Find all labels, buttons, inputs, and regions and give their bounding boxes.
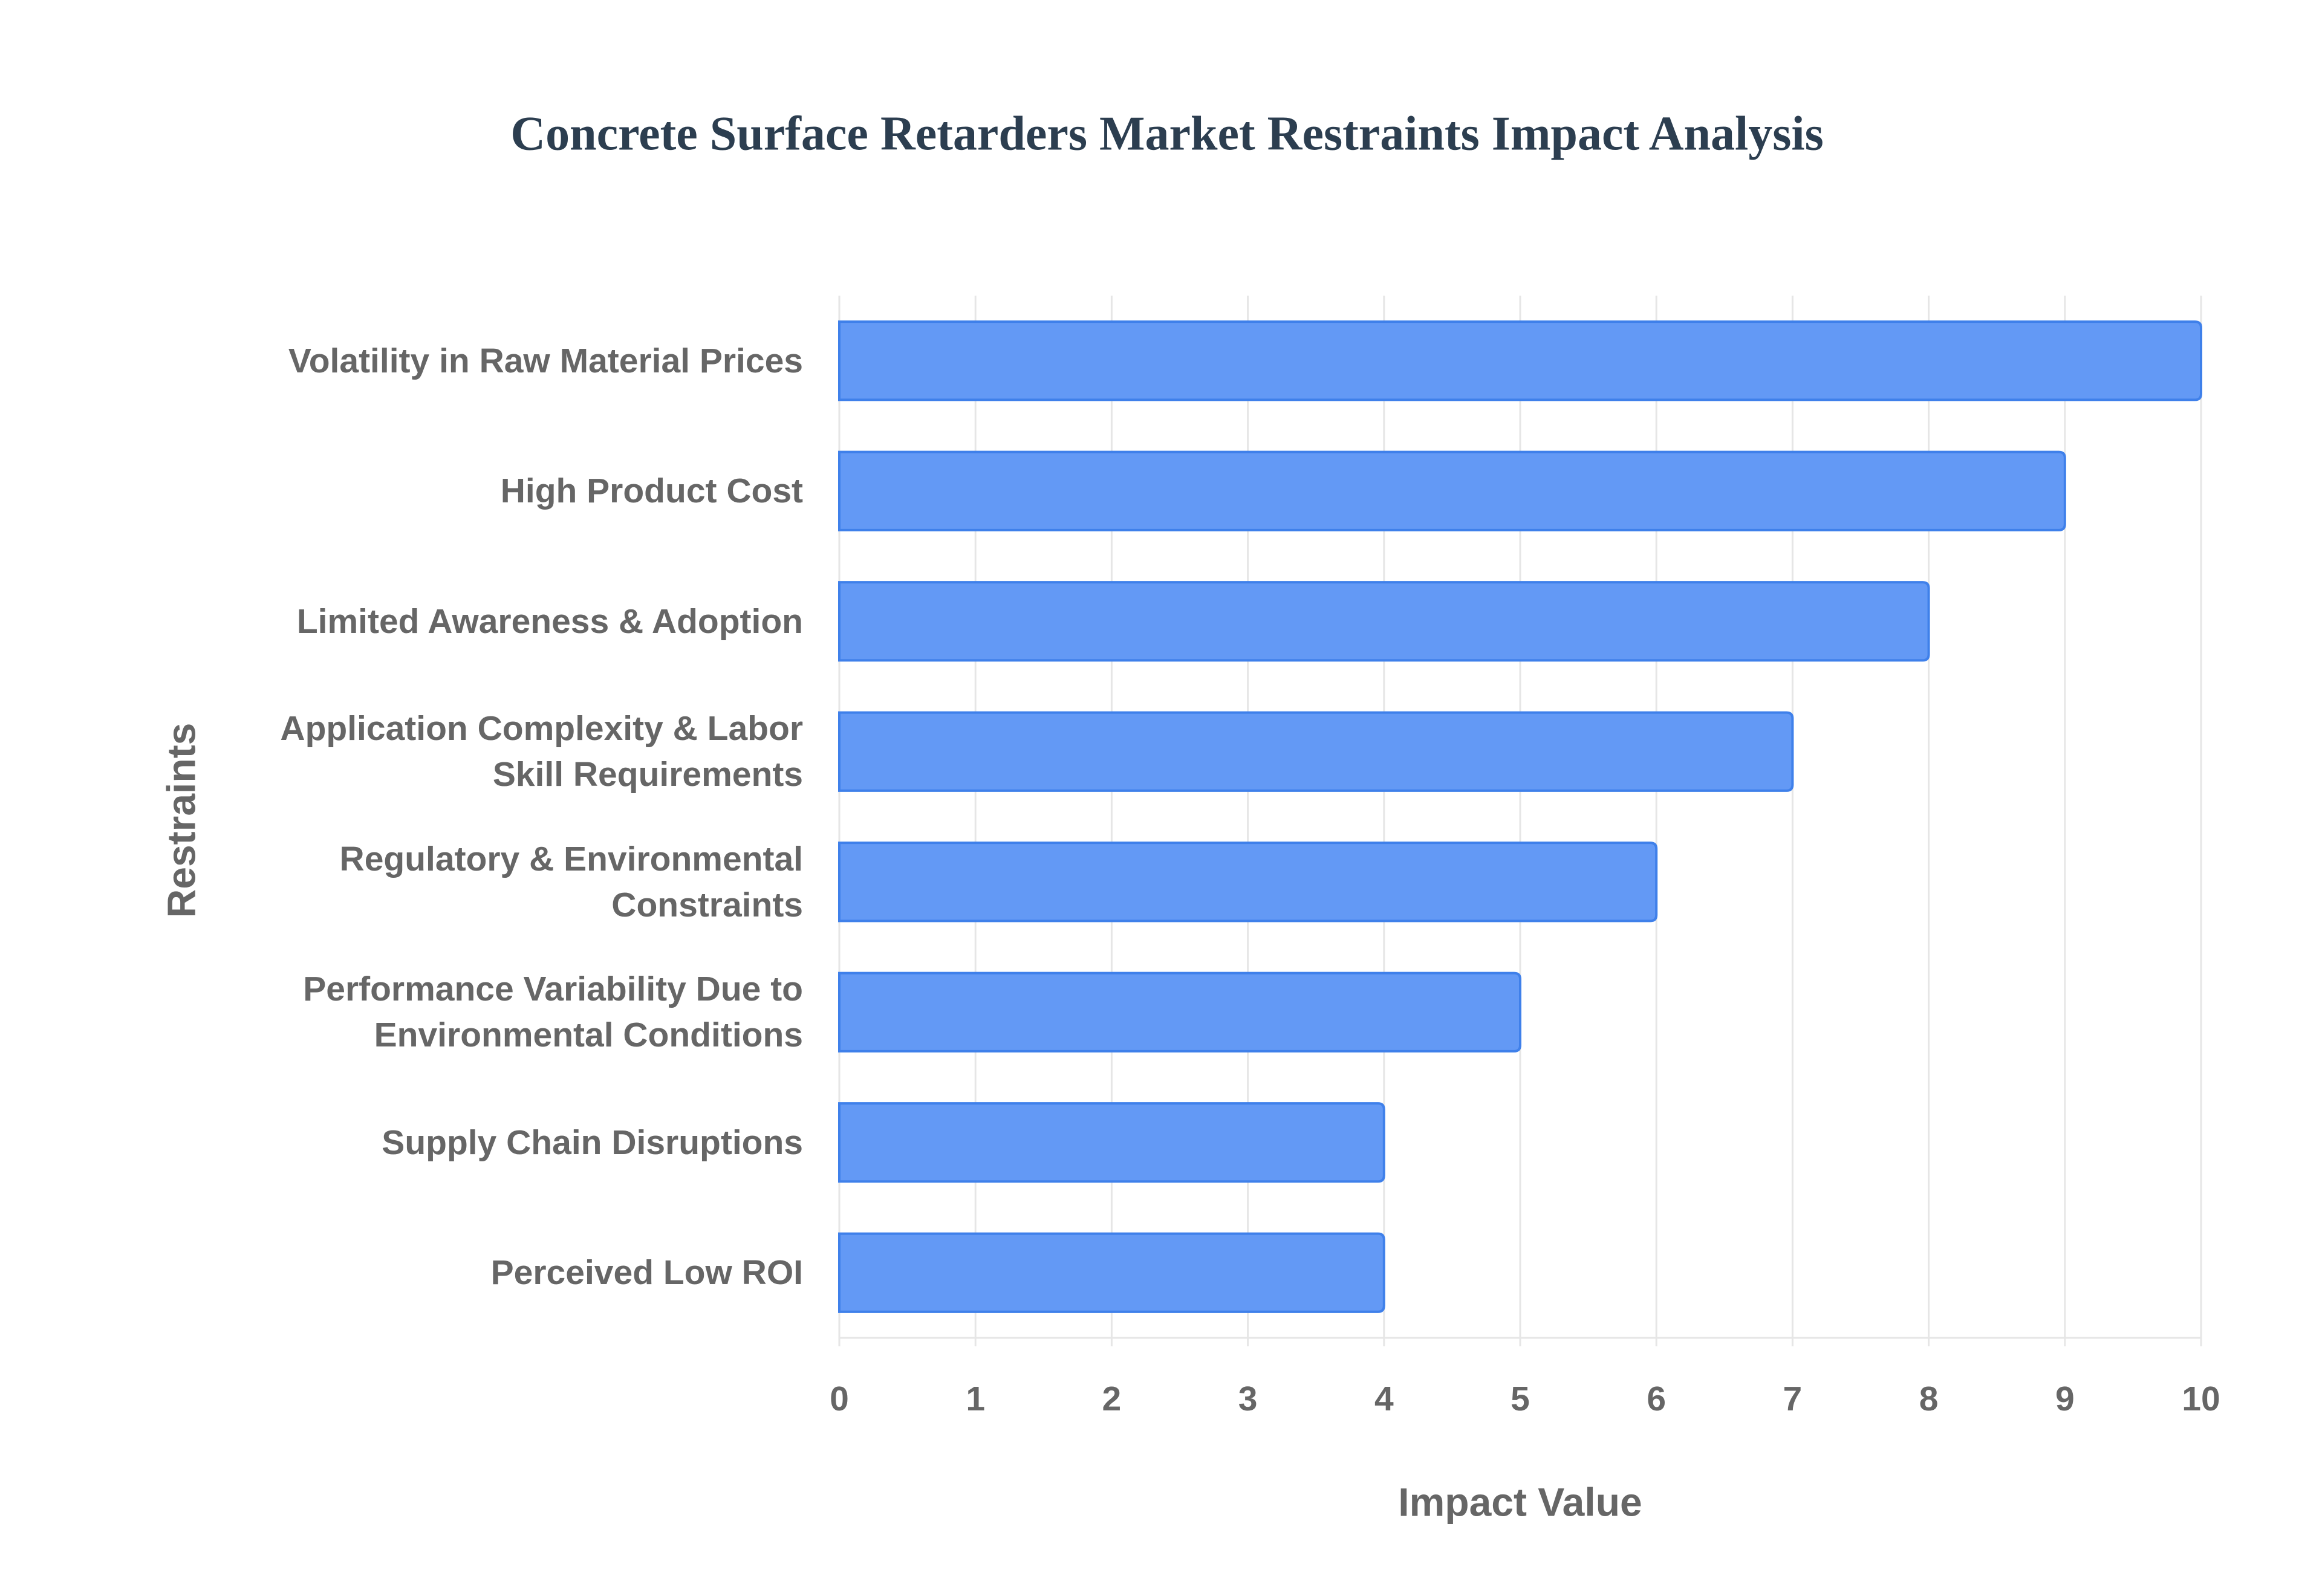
bar [838, 711, 1794, 792]
bar [838, 972, 1521, 1053]
y-tick-label: High Product Cost [500, 472, 803, 511]
x-tick-label: 7 [1783, 1380, 1803, 1418]
x-tick-label: 5 [1511, 1380, 1530, 1418]
x-tick-label: 2 [1102, 1380, 1122, 1418]
y-tick-label: Regulatory & Environmental Constraints [339, 839, 803, 924]
y-axis-title: Restraints [158, 723, 203, 918]
bar [838, 450, 2066, 531]
bar [838, 1102, 1385, 1183]
y-tick-label: Perceived Low ROI [490, 1253, 803, 1293]
bar [838, 581, 1930, 662]
x-axis-title: Impact Value [1398, 1479, 1642, 1524]
x-tick-label: 0 [830, 1380, 849, 1418]
bar [838, 320, 2202, 401]
bar [838, 1232, 1385, 1313]
y-tick-label: Volatility in Raw Material Prices [288, 341, 803, 380]
y-tick-label: Limited Awareness & Adoption [296, 602, 803, 641]
x-tick-label: 3 [1238, 1380, 1258, 1418]
x-tick-label: 6 [1647, 1380, 1666, 1418]
x-tick-label: 10 [2182, 1380, 2220, 1418]
x-tick-label: 8 [1919, 1380, 1939, 1418]
x-tick-label: 9 [2055, 1380, 2075, 1418]
chart-title: Concrete Surface Retarders Market Restra… [510, 107, 1823, 160]
y-tick-label: Supply Chain Disruptions [382, 1123, 803, 1162]
x-tick-label: 4 [1374, 1380, 1394, 1418]
bar [838, 842, 1658, 923]
y-tick-label: Performance Variability Due to Environme… [303, 970, 803, 1055]
x-tick-label: 1 [966, 1380, 985, 1418]
y-tick-label: Application Complexity & Labor Skill Req… [280, 709, 803, 794]
